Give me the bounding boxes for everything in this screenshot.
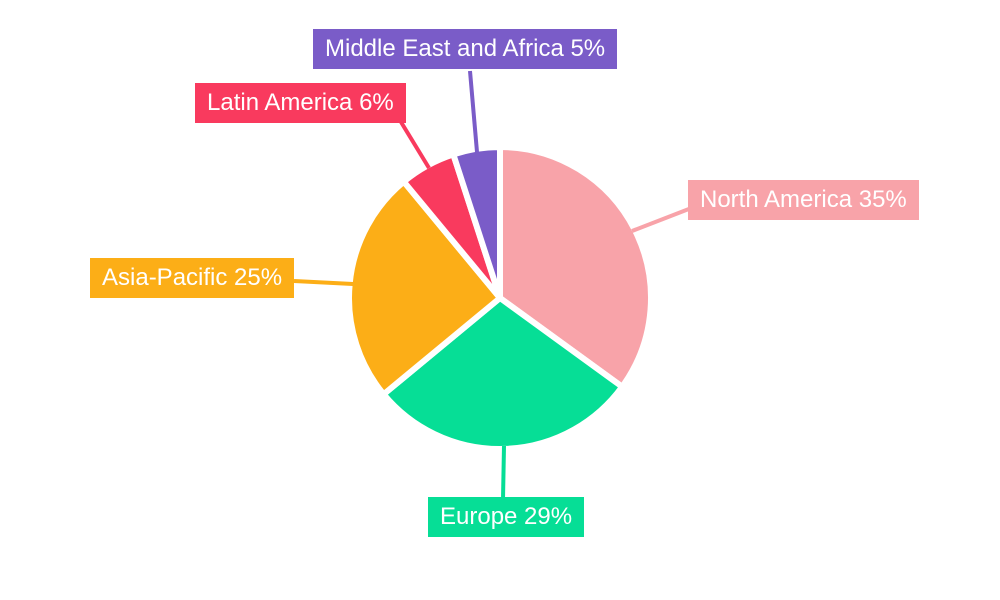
leader-line-asia-pacific [293, 279, 354, 286]
leader-line-middle-east-and-africa [468, 70, 479, 153]
leader-line-north-america [631, 205, 695, 233]
slice-label-middle-east-and-africa: Middle East and Africa 5% [313, 29, 618, 69]
slice-label-europe: Europe 29% [428, 497, 585, 537]
slice-label-latin-america: Latin America 6% [195, 83, 406, 123]
leader-line-europe [501, 445, 506, 500]
leader-line-latin-america [399, 120, 431, 170]
slice-label-north-america: North America 35% [688, 180, 919, 220]
slice-label-asia-pacific: Asia-Pacific 25% [90, 258, 295, 298]
